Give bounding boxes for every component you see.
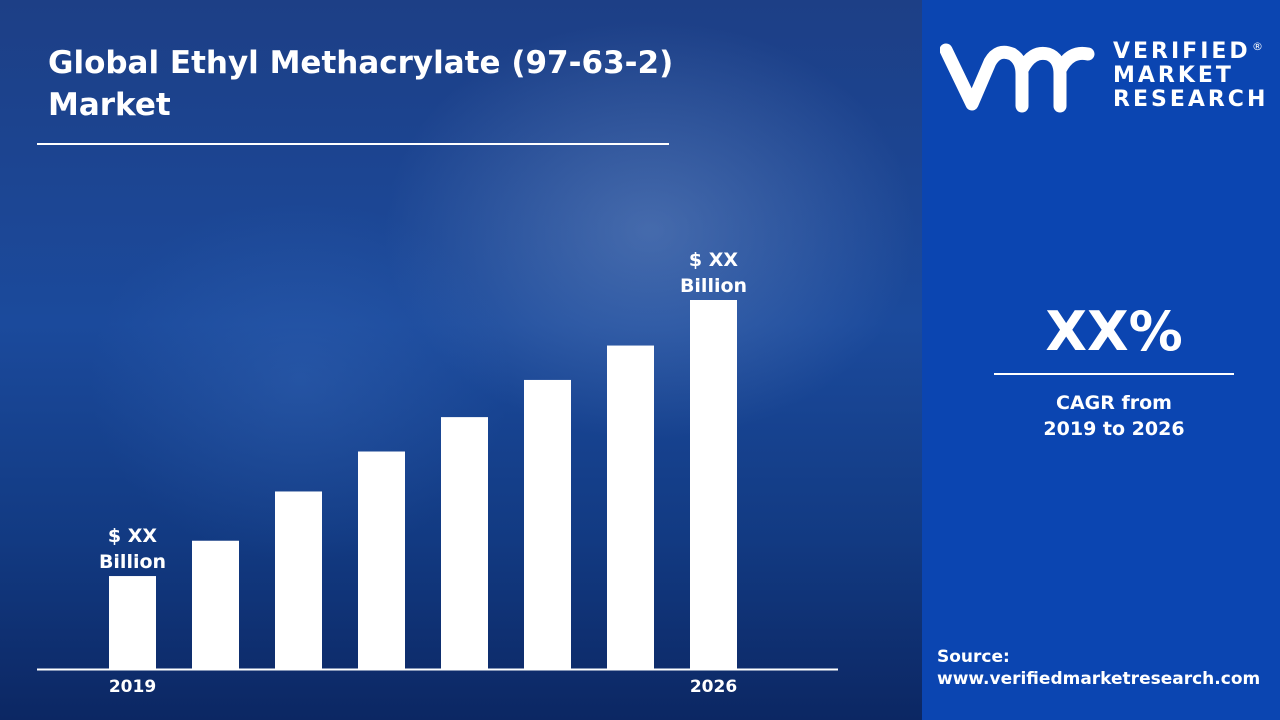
bar-2021 bbox=[275, 491, 322, 669]
cagr-label-line-1: CAGR from bbox=[1056, 392, 1172, 414]
cagr-label-line-2: 2019 to 2026 bbox=[1043, 418, 1185, 440]
data-label-2026-line-2: Billion bbox=[680, 275, 747, 297]
bar-2022 bbox=[358, 451, 405, 669]
source-label: Source: bbox=[937, 647, 1010, 667]
bar-chart: 2019 2026 $ XX Billion $ XX Billion bbox=[0, 0, 922, 720]
data-label-2019-line-2: Billion bbox=[99, 551, 166, 573]
logo-line-3: RESEARCH bbox=[1113, 87, 1269, 112]
chart-title: Global Ethyl Methacrylate (97-63-2) Mark… bbox=[48, 42, 748, 126]
bar-2020 bbox=[192, 540, 239, 669]
data-label-2026-line-1: $ XX bbox=[689, 249, 738, 271]
title-line-2: Market bbox=[48, 87, 171, 123]
source-url[interactable]: www.verifiedmarketresearch.com bbox=[937, 669, 1261, 689]
data-label-2019-line-1: $ XX bbox=[108, 525, 157, 547]
cagr-value: XX% bbox=[1045, 300, 1183, 363]
logo-line-1: VERIFIED bbox=[1113, 39, 1251, 64]
bar-2024 bbox=[524, 379, 571, 669]
source: Source: www.verifiedmarketresearch.com bbox=[937, 646, 1260, 690]
x-tick-label-2019: 2019 bbox=[109, 677, 156, 697]
cagr-divider bbox=[994, 373, 1234, 375]
bar-2026 bbox=[690, 300, 737, 669]
x-tick-label-2026: 2026 bbox=[690, 677, 737, 697]
registered-mark: ® bbox=[1252, 40, 1263, 53]
cagr-label: CAGR from 2019 to 2026 bbox=[994, 390, 1234, 442]
title-line-1: Global Ethyl Methacrylate (97-63-2) bbox=[48, 45, 674, 81]
logo-line-2: MARKET bbox=[1113, 63, 1234, 88]
title-divider bbox=[37, 143, 669, 145]
logo-text: VERIFIED MARKET RESEARCH bbox=[1113, 40, 1268, 112]
vmr-logo-icon bbox=[940, 43, 1095, 113]
bar-2023 bbox=[441, 417, 488, 669]
bar-2025 bbox=[607, 345, 654, 669]
bar-2019 bbox=[109, 576, 156, 669]
right-panel bbox=[922, 0, 1280, 720]
